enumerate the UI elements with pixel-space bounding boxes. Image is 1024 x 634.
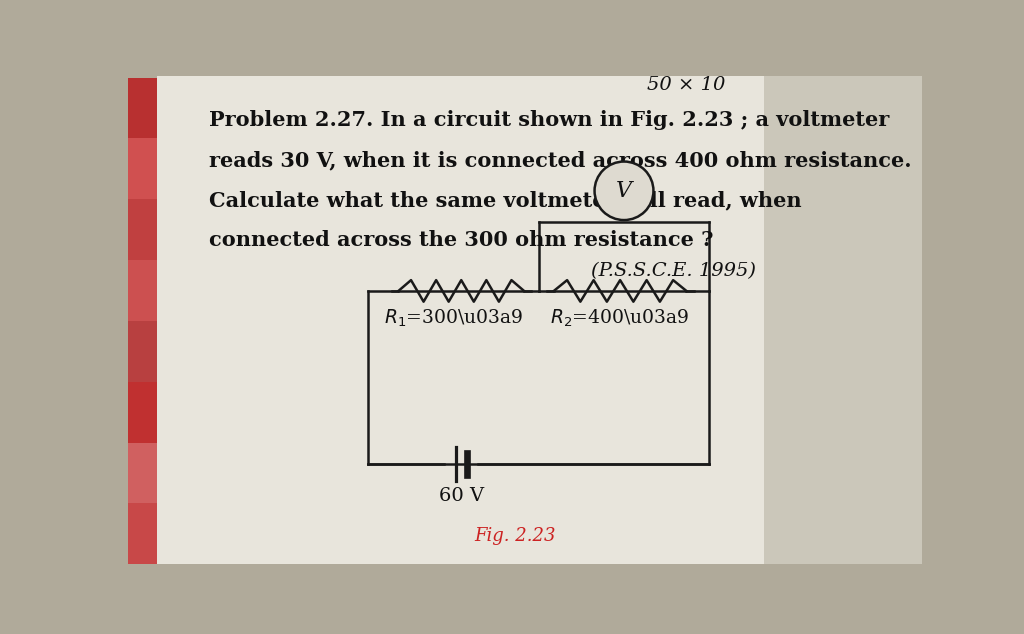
- Bar: [128, 503, 158, 564]
- Text: V: V: [616, 180, 632, 202]
- Text: connected across the 300 ohm resistance ?: connected across the 300 ohm resistance …: [209, 230, 714, 250]
- Text: Fig. 2.23: Fig. 2.23: [475, 527, 556, 545]
- Bar: [128, 443, 158, 503]
- Text: $\mathit{R}_2$=400\u03a9: $\mathit{R}_2$=400\u03a9: [550, 308, 690, 329]
- Bar: [128, 199, 158, 260]
- Text: (P.S.S.C.E. 1995): (P.S.S.C.E. 1995): [591, 262, 756, 280]
- Bar: [128, 138, 158, 199]
- Bar: [128, 382, 158, 443]
- Text: Problem 2.27. In a circuit shown in Fig. 2.23 ; a voltmeter: Problem 2.27. In a circuit shown in Fig.…: [209, 110, 890, 130]
- Text: 50 × 10: 50 × 10: [647, 76, 725, 94]
- Bar: [128, 77, 158, 138]
- Text: reads 30 V, when it is connected across 400 ohm resistance.: reads 30 V, when it is connected across …: [209, 150, 912, 170]
- Bar: [764, 76, 922, 564]
- Text: 60 V: 60 V: [438, 488, 483, 505]
- Bar: [128, 321, 158, 382]
- Circle shape: [595, 162, 653, 220]
- Bar: [128, 260, 158, 321]
- Text: Calculate what the same voltmeter will read, when: Calculate what the same voltmeter will r…: [209, 190, 802, 210]
- Text: $\mathit{R}_1$=300\u03a9: $\mathit{R}_1$=300\u03a9: [384, 308, 523, 329]
